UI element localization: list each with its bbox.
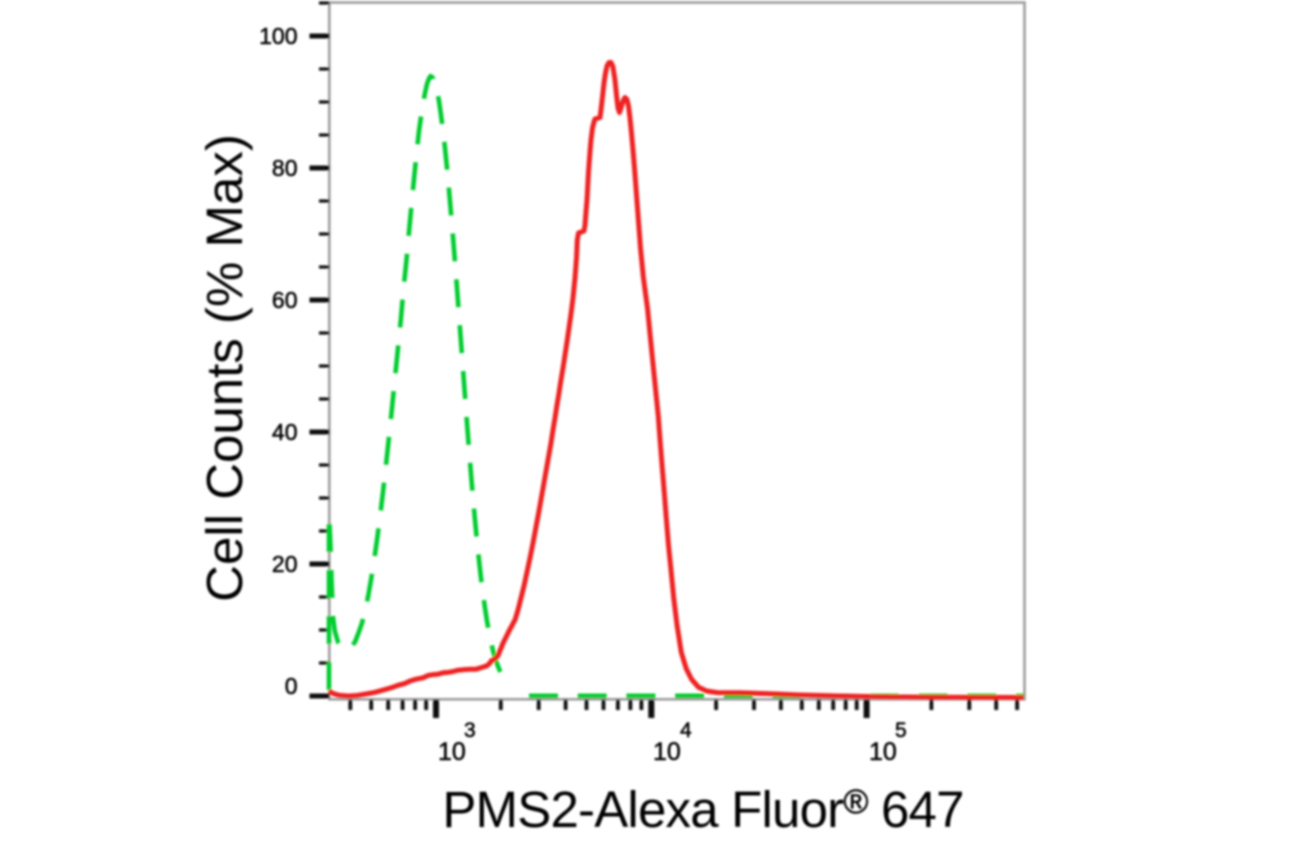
svg-text:0: 0 xyxy=(285,673,298,699)
svg-text:10: 10 xyxy=(438,738,466,766)
svg-text:10: 10 xyxy=(653,738,681,766)
svg-text:80: 80 xyxy=(272,155,298,181)
svg-text:5: 5 xyxy=(895,719,907,742)
svg-text:3: 3 xyxy=(464,719,476,742)
svg-text:PMS2-Alexa Fluor® 647: PMS2-Alexa Fluor® 647 xyxy=(442,781,963,838)
svg-text:4: 4 xyxy=(680,719,692,742)
svg-text:100: 100 xyxy=(259,23,297,49)
svg-text:20: 20 xyxy=(272,551,298,577)
svg-text:40: 40 xyxy=(272,419,298,445)
svg-text:10: 10 xyxy=(869,738,897,766)
svg-text:60: 60 xyxy=(272,287,298,313)
svg-text:Cell Counts (% Max): Cell Counts (% Max) xyxy=(196,134,253,602)
